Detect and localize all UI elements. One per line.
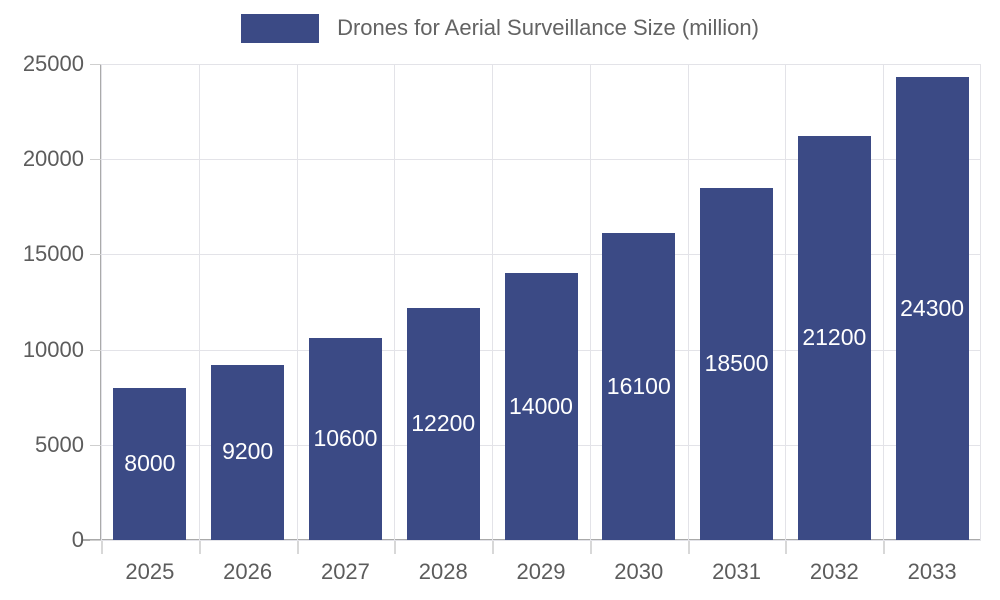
gridline-vertical (687, 64, 689, 540)
bar[interactable] (602, 233, 676, 540)
y-axis-tick (90, 159, 101, 161)
bar[interactable] (895, 77, 969, 540)
bar[interactable] (797, 136, 871, 540)
x-axis-tick (394, 541, 397, 554)
bar[interactable] (504, 273, 578, 540)
bar[interactable] (700, 187, 774, 540)
gridline-vertical (394, 64, 396, 540)
legend-item-drones[interactable]: Drones for Aerial Surveillance Size (mil… (241, 13, 759, 43)
bar-value-label: 16100 (606, 372, 671, 399)
y-axis-tick (90, 540, 101, 541)
bar-value-label: 8000 (124, 449, 176, 476)
y-axis-tick (90, 349, 101, 351)
x-axis-tick (198, 541, 201, 554)
y-axis-tick-label: 20000 (22, 146, 84, 172)
gridline-vertical (198, 64, 200, 540)
chart-legend: Drones for Aerial Surveillance Size (mil… (0, 8, 1000, 48)
x-axis-tick (101, 541, 103, 554)
bar[interactable] (113, 387, 187, 540)
x-axis-tick-label: 2025 (125, 559, 175, 584)
bar-value-label: 18500 (704, 349, 769, 376)
x-axis-tick (883, 541, 886, 554)
x-axis-tick-label: 2029 (516, 559, 566, 584)
x-axis-tick (589, 541, 592, 554)
y-axis-tick (90, 64, 101, 65)
gridline-horizontal (101, 159, 981, 161)
bar[interactable] (211, 364, 285, 540)
gridline-vertical (101, 64, 102, 540)
x-axis-tick (687, 541, 690, 554)
gridline-vertical (589, 64, 591, 540)
plot-area: 8000 9200 10600 12200 14000 16100 18500 21200 24… (101, 64, 981, 541)
x-axis-tick-label: 2031 (712, 559, 762, 584)
gridline-horizontal (101, 254, 981, 256)
bar-value-label: 24300 (900, 294, 965, 321)
x-axis-tick-label: 2032 (809, 559, 859, 584)
x-axis-tick-label: 2027 (320, 559, 370, 584)
bar[interactable] (308, 338, 382, 540)
legend-item-label: Drones for Aerial Surveillance Size (mil… (337, 15, 759, 40)
gridline-vertical (785, 64, 787, 540)
y-axis-tick-label: 10000 (22, 336, 84, 362)
y-axis-tick-label: 15000 (22, 241, 84, 267)
bar-value-label: 9200 (222, 438, 274, 465)
bar[interactable] (406, 307, 480, 540)
gridline-horizontal (101, 540, 981, 541)
y-axis-tick (90, 254, 101, 256)
x-axis-tick (785, 541, 788, 554)
y-axis-tick-label: 25000 (22, 51, 84, 76)
bar-value-label: 14000 (509, 392, 573, 419)
x-axis-tick-label: 2026 (223, 559, 273, 584)
x-axis-tick-label: 2028 (418, 559, 468, 584)
legend-swatch-icon (241, 13, 320, 43)
gridline-vertical (492, 64, 494, 540)
y-axis-tick-label: 0 (71, 527, 84, 552)
gridline-vertical (883, 64, 885, 540)
bar-value-label: 10600 (313, 425, 378, 452)
x-axis-tick (296, 541, 299, 554)
y-axis-tick-label: 5000 (35, 431, 84, 457)
x-axis-tick-label: 2033 (907, 559, 957, 584)
x-axis-tick (492, 541, 495, 554)
bar-value-label: 21200 (802, 324, 867, 351)
gridline-vertical (980, 64, 981, 540)
x-axis-tick-label: 2030 (614, 559, 664, 584)
gridline-vertical (296, 64, 298, 540)
gridline-horizontal (101, 64, 981, 65)
bar-value-label: 12200 (411, 409, 476, 436)
y-axis-tick (90, 444, 101, 446)
